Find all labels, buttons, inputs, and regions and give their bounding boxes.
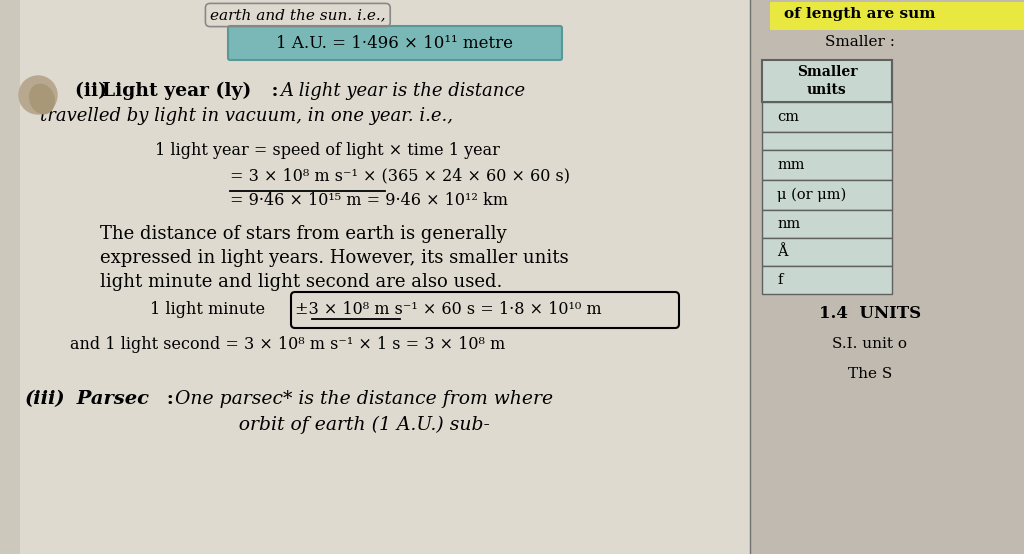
Text: :: : (160, 390, 180, 408)
Text: The distance of stars from earth is generally: The distance of stars from earth is gene… (100, 225, 507, 243)
Text: ±3 × 10⁸ m s⁻¹ × 60 s = 1·8 × 10¹⁰ m: ±3 × 10⁸ m s⁻¹ × 60 s = 1·8 × 10¹⁰ m (295, 300, 602, 317)
Bar (762, 266, 892, 294)
Text: 1 light year = speed of light × time 1 year: 1 light year = speed of light × time 1 y… (155, 142, 500, 159)
Text: μ (or μm): μ (or μm) (777, 188, 846, 202)
Text: 1 A.U. = 1·496 × 10¹¹ metre: 1 A.U. = 1·496 × 10¹¹ metre (276, 34, 513, 52)
Bar (20, 0, 770, 554)
Bar (762, 132, 892, 150)
Text: Light year (ly): Light year (ly) (102, 82, 251, 100)
Bar (770, 2, 1024, 30)
Bar (762, 102, 892, 132)
Text: nm: nm (777, 217, 800, 231)
Text: expressed in light years. However, its smaller units: expressed in light years. However, its s… (100, 249, 568, 267)
Text: A light year is the distance: A light year is the distance (280, 82, 525, 100)
Ellipse shape (30, 84, 54, 114)
Ellipse shape (19, 76, 57, 114)
Text: S.I. unit o: S.I. unit o (833, 337, 907, 351)
Text: = 9·46 × 10¹⁵ m = 9·46 × 10¹² km: = 9·46 × 10¹⁵ m = 9·46 × 10¹² km (230, 192, 508, 209)
Text: Parsec: Parsec (70, 390, 150, 408)
Text: mm: mm (777, 158, 805, 172)
Text: of length are sum: of length are sum (784, 7, 936, 21)
Text: orbit of earth (1 A.U.) sub-: orbit of earth (1 A.U.) sub- (175, 416, 489, 434)
Text: 1.4  UNITS: 1.4 UNITS (819, 305, 921, 322)
Text: (iii): (iii) (25, 390, 66, 408)
Bar (762, 238, 892, 266)
Text: Smaller
units: Smaller units (797, 65, 857, 96)
Text: light minute and light second are also used.: light minute and light second are also u… (100, 273, 503, 291)
Text: :: : (265, 82, 285, 100)
Bar (762, 60, 892, 102)
Text: and 1 light second = 3 × 10⁸ m s⁻¹ × 1 s = 3 × 10⁸ m: and 1 light second = 3 × 10⁸ m s⁻¹ × 1 s… (70, 336, 505, 353)
Bar (762, 210, 892, 238)
Bar (762, 150, 892, 180)
Text: travelled by light in vacuum, in one year. i.e.,: travelled by light in vacuum, in one yea… (40, 107, 453, 125)
Text: cm: cm (777, 110, 799, 124)
Text: Smaller :: Smaller : (825, 35, 895, 49)
Text: f: f (777, 273, 782, 287)
Bar (750, 0, 1024, 554)
FancyBboxPatch shape (228, 26, 562, 60)
Text: (ii): (ii) (75, 82, 114, 100)
Text: Å: Å (777, 245, 787, 259)
Text: One parsec* is the distance from where: One parsec* is the distance from where (175, 390, 553, 408)
Text: earth and the sun. i.e.,: earth and the sun. i.e., (210, 8, 386, 22)
Text: 1 light minute: 1 light minute (150, 300, 270, 317)
Text: = 3 × 10⁸ m s⁻¹ × (365 × 24 × 60 × 60 s): = 3 × 10⁸ m s⁻¹ × (365 × 24 × 60 × 60 s) (230, 167, 570, 184)
Text: The S: The S (848, 367, 892, 381)
Bar (762, 180, 892, 210)
